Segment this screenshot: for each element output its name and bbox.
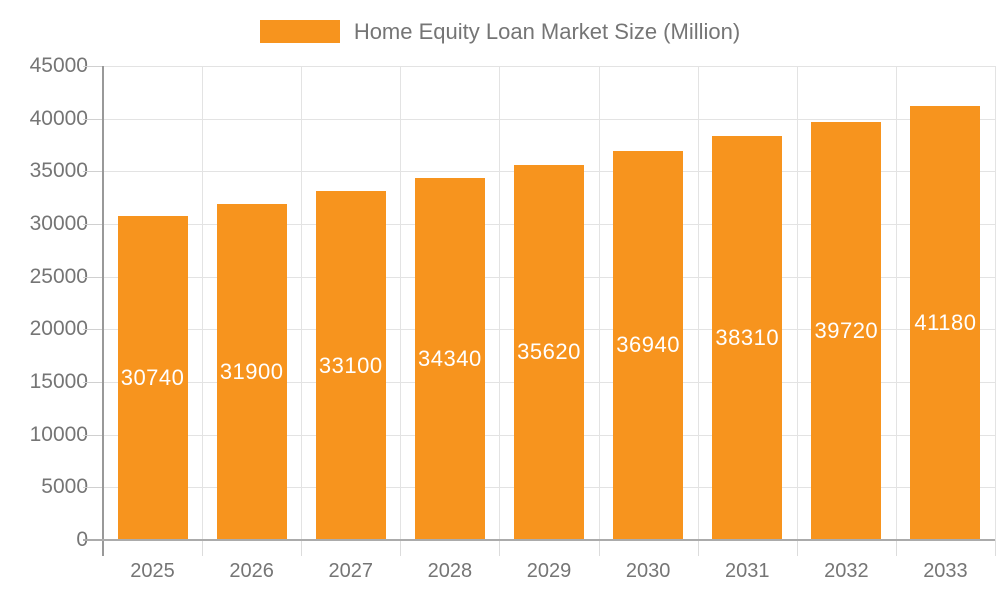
x-axis-tick [202,540,204,556]
y-axis-tick-label: 30000 [29,212,88,235]
bar[interactable] [811,121,882,540]
v-gridline [995,66,996,540]
y-axis-tick-label: 0 [0,528,88,552]
v-gridline [301,66,303,540]
x-axis-tick [598,540,600,556]
x-axis-tick-label: 2031 [724,560,770,582]
y-axis-tick [83,171,103,173]
bar[interactable] [712,136,783,540]
bar-value-label: 31900 [219,358,284,384]
x-axis-tick-label: 2028 [427,560,473,582]
x-axis-tick-label: 2033 [923,560,968,582]
v-gridline [598,66,600,540]
y-axis-tick-label: 45000 [29,54,88,77]
y-axis-tick-label: 5000 [41,475,88,499]
bar[interactable] [613,150,684,540]
bar[interactable] [315,191,386,540]
x-axis-tick-label: 2027 [328,560,374,582]
bar-value-label: 41180 [914,310,977,336]
bar-value-label: 38310 [715,325,780,351]
x-axis-tick [499,540,501,556]
v-gridline [499,66,501,540]
v-gridline [400,66,402,540]
y-axis-tick-label: 10000 [29,422,88,446]
y-axis-tick [83,118,103,120]
legend[interactable]: Home Equity Loan Market Size (Million) [0,18,1000,44]
x-axis-tick [400,540,402,556]
y-axis-tick [83,487,103,489]
bar-value-label: 35620 [517,339,581,365]
bar[interactable] [216,203,287,540]
y-axis-tick [83,434,103,436]
plot-area: 30740 31900 33100 34340 35620 36940 38310 39720… [83,66,996,556]
y-axis-tick [83,276,103,278]
y-axis-tick [83,66,103,67]
y-axis-tick-label: 25000 [29,264,88,288]
v-gridline [202,66,204,540]
bar[interactable] [414,178,485,540]
y-axis-tick-label: 20000 [29,317,88,341]
x-axis-tick-label: 2026 [229,560,274,582]
bar[interactable] [910,106,981,540]
legend-label: Home Equity Loan Market Size (Million) [353,18,741,44]
v-gridline [796,66,798,540]
h-gridline [103,66,995,67]
bar[interactable] [514,164,584,540]
bar[interactable] [117,216,188,540]
y-axis-tick [83,224,103,225]
bar-value-label: 34340 [418,346,482,372]
x-axis-tick [697,540,699,556]
bar-value-label: 33100 [318,352,383,378]
x-axis-tick [995,540,996,556]
v-gridline [697,66,699,540]
h-gridline [103,118,995,120]
x-axis-tick-label: 2025 [130,560,175,582]
x-axis-tick-label: 2032 [824,560,869,582]
y-axis-line [102,66,104,556]
y-axis-tick-label: 40000 [29,106,88,130]
y-axis-tick [83,329,103,331]
bar-value-label: 39720 [814,317,879,343]
x-axis-tick [895,540,897,556]
y-axis-tick-label: 35000 [29,159,88,183]
y-axis-tick [83,382,103,383]
y-axis-tick-label: 15000 [29,370,88,393]
x-axis-tick [301,540,303,556]
x-axis-tick-label: 2030 [625,560,671,582]
x-axis-line [83,539,995,541]
x-axis-tick [796,540,798,556]
bar-value-label: 36940 [616,332,680,358]
legend-swatch [259,20,340,43]
bar-value-label: 30740 [120,365,185,391]
x-axis-tick-label: 2029 [526,560,572,582]
v-gridline [895,66,897,540]
